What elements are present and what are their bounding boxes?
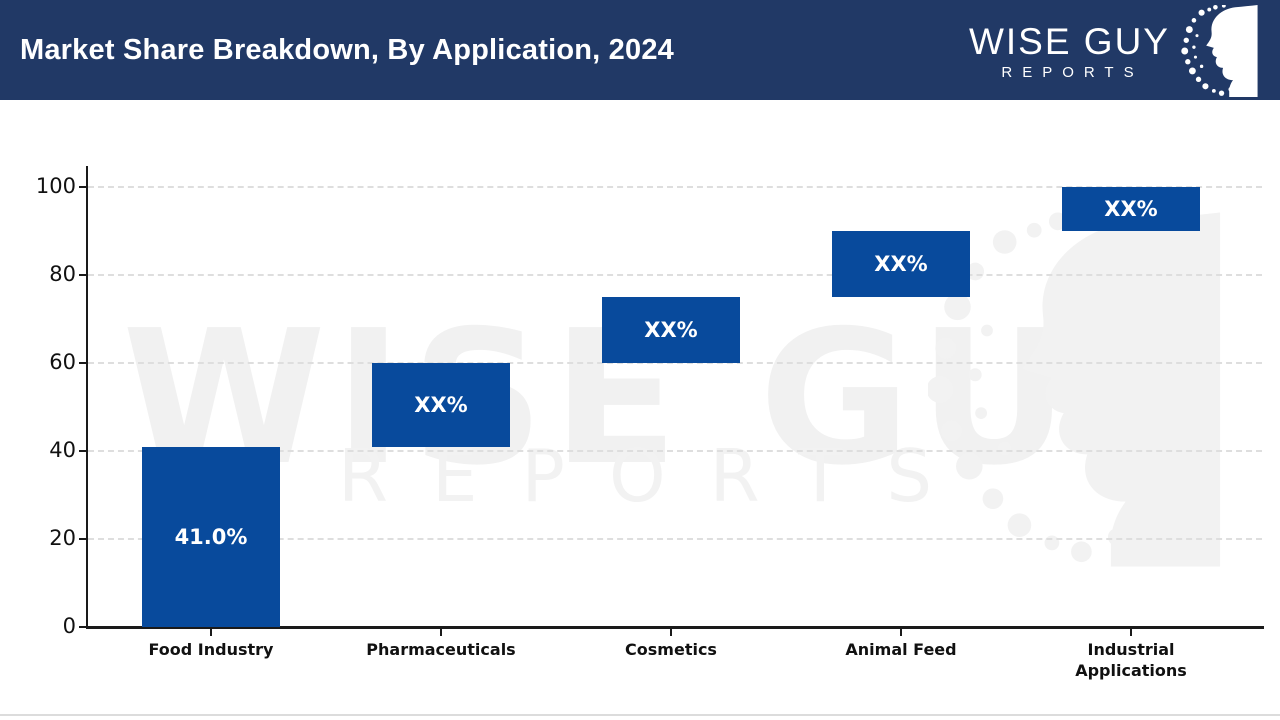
- bar-value-label: 41.0%: [174, 524, 248, 549]
- wiseguy-head-icon: [1181, 5, 1258, 97]
- y-axis-tick-40: 40: [49, 438, 76, 462]
- bar-value-label: XX%: [414, 392, 468, 417]
- brand-logo: WISE GUY REPORTS: [969, 4, 1266, 98]
- y-tickmark-60: [79, 362, 88, 364]
- category-label: Food Industry: [148, 640, 274, 659]
- y-axis-tick-60: 60: [49, 350, 76, 374]
- bar-value-label: XX%: [644, 318, 698, 342]
- y-tickmark-40: [79, 450, 88, 452]
- logo-wordmark-sub: REPORTS: [1001, 63, 1144, 81]
- x-axis-line: [86, 626, 1264, 629]
- bar-value-label: XX%: [874, 252, 928, 276]
- category-label: Industrial Applications: [1075, 640, 1187, 680]
- watermark-head-icon: [928, 208, 1221, 567]
- gridline-40: [88, 450, 1262, 452]
- gridline-100: [88, 186, 1262, 188]
- watermark-subtext: REPORTS: [338, 434, 977, 518]
- gridline-80: [88, 274, 1262, 276]
- page-title: Market Share Breakdown, By Application, …: [20, 33, 674, 66]
- x-tickmark-industrial-applications: [1130, 629, 1132, 636]
- category-label: Animal Feed: [845, 640, 957, 659]
- bar-industrial-applications: XX%: [1062, 187, 1200, 231]
- x-axis-label-cosmetics: Cosmetics: [556, 640, 786, 661]
- x-axis-label-pharmaceuticals: Pharmaceuticals: [326, 640, 556, 661]
- header: Market Share Breakdown, By Application, …: [0, 0, 1280, 100]
- y-tickmark-20: [79, 538, 88, 540]
- x-tickmark-pharmaceuticals: [440, 629, 442, 636]
- y-axis-line: [86, 166, 88, 629]
- bar-food-industry: 41.0%: [142, 446, 280, 627]
- logo-wordmark: WISE GUY REPORTS: [968, 20, 1170, 81]
- x-axis-label-food-industry: Food Industry: [96, 640, 326, 661]
- logo-wordmark-main: WISE GUY: [968, 20, 1170, 62]
- bar-value-label: XX%: [1104, 197, 1158, 221]
- y-axis-tick-0: 0: [62, 614, 76, 638]
- bar-pharmaceuticals: XX%: [372, 363, 510, 447]
- y-tickmark-0: [79, 626, 88, 628]
- bar-animal-feed: XX%: [832, 231, 970, 297]
- y-tickmark-100: [79, 186, 88, 188]
- x-tickmark-cosmetics: [670, 629, 672, 636]
- bar-cosmetics: XX%: [602, 297, 740, 363]
- y-axis-tick-100: 100: [35, 174, 76, 198]
- y-axis-tick-20: 20: [49, 526, 76, 550]
- category-label: Pharmaceuticals: [366, 640, 516, 659]
- x-tickmark-food-industry: [210, 629, 212, 636]
- y-tickmark-80: [79, 274, 88, 276]
- y-axis-tick-80: 80: [49, 262, 76, 286]
- gridline-60: [88, 362, 1262, 364]
- footer-divider: [0, 714, 1280, 716]
- x-tickmark-animal-feed: [900, 629, 902, 636]
- x-axis-label-industrial-applications: Industrial Applications: [1016, 640, 1246, 682]
- gridline-20: [88, 538, 1262, 540]
- x-axis-label-animal-feed: Animal Feed: [786, 640, 1016, 661]
- category-label: Cosmetics: [625, 640, 717, 659]
